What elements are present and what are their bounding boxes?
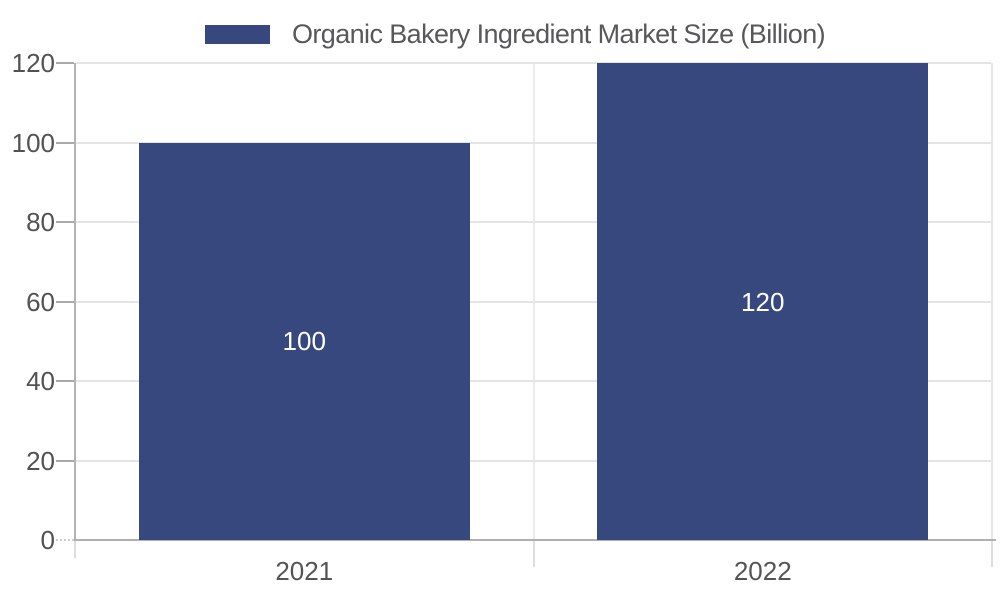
y-tick-label: 20 bbox=[26, 445, 55, 476]
y-tick-label: 0 bbox=[40, 525, 55, 555]
x-tick-label-2021: 2021 bbox=[275, 556, 334, 586]
gridline bbox=[76, 62, 991, 64]
y-tick-label: 100 bbox=[11, 127, 55, 158]
y-tick-label: 60 bbox=[26, 286, 55, 317]
gridline bbox=[76, 380, 991, 382]
x-axis-line bbox=[74, 539, 996, 541]
y-tick-mark bbox=[56, 539, 74, 541]
bar-2022 bbox=[597, 63, 929, 540]
y-tick-mark bbox=[56, 221, 74, 223]
x-axis-tick bbox=[991, 541, 993, 567]
y-tick-label: 80 bbox=[26, 207, 55, 237]
bar-value-label: 120 bbox=[741, 286, 785, 317]
y-tick-mark bbox=[56, 141, 74, 144]
x-tick-label-2022: 2022 bbox=[733, 556, 792, 586]
plot-right-border bbox=[991, 63, 993, 540]
gridline bbox=[76, 300, 991, 303]
y-tick-mark bbox=[56, 300, 74, 303]
y-tick-label: 40 bbox=[26, 366, 55, 396]
y-tick-mark bbox=[56, 459, 74, 462]
y-axis-line bbox=[74, 63, 76, 558]
x-axis-tick bbox=[74, 541, 76, 558]
legend: Organic Bakery Ingredient Market Size (B… bbox=[205, 19, 826, 49]
y-tick-label: 120 bbox=[11, 48, 55, 78]
gridline bbox=[76, 141, 991, 144]
gridline bbox=[76, 221, 991, 223]
y-tick-mark bbox=[56, 380, 74, 382]
x-axis-tick bbox=[533, 541, 535, 567]
legend-swatch bbox=[205, 25, 270, 44]
bar-value-label: 100 bbox=[282, 326, 326, 357]
legend-label: Organic Bakery Ingredient Market Size (B… bbox=[292, 19, 826, 49]
y-tick-mark bbox=[56, 62, 74, 64]
gridline bbox=[76, 459, 991, 462]
bar-2021 bbox=[138, 142, 470, 540]
